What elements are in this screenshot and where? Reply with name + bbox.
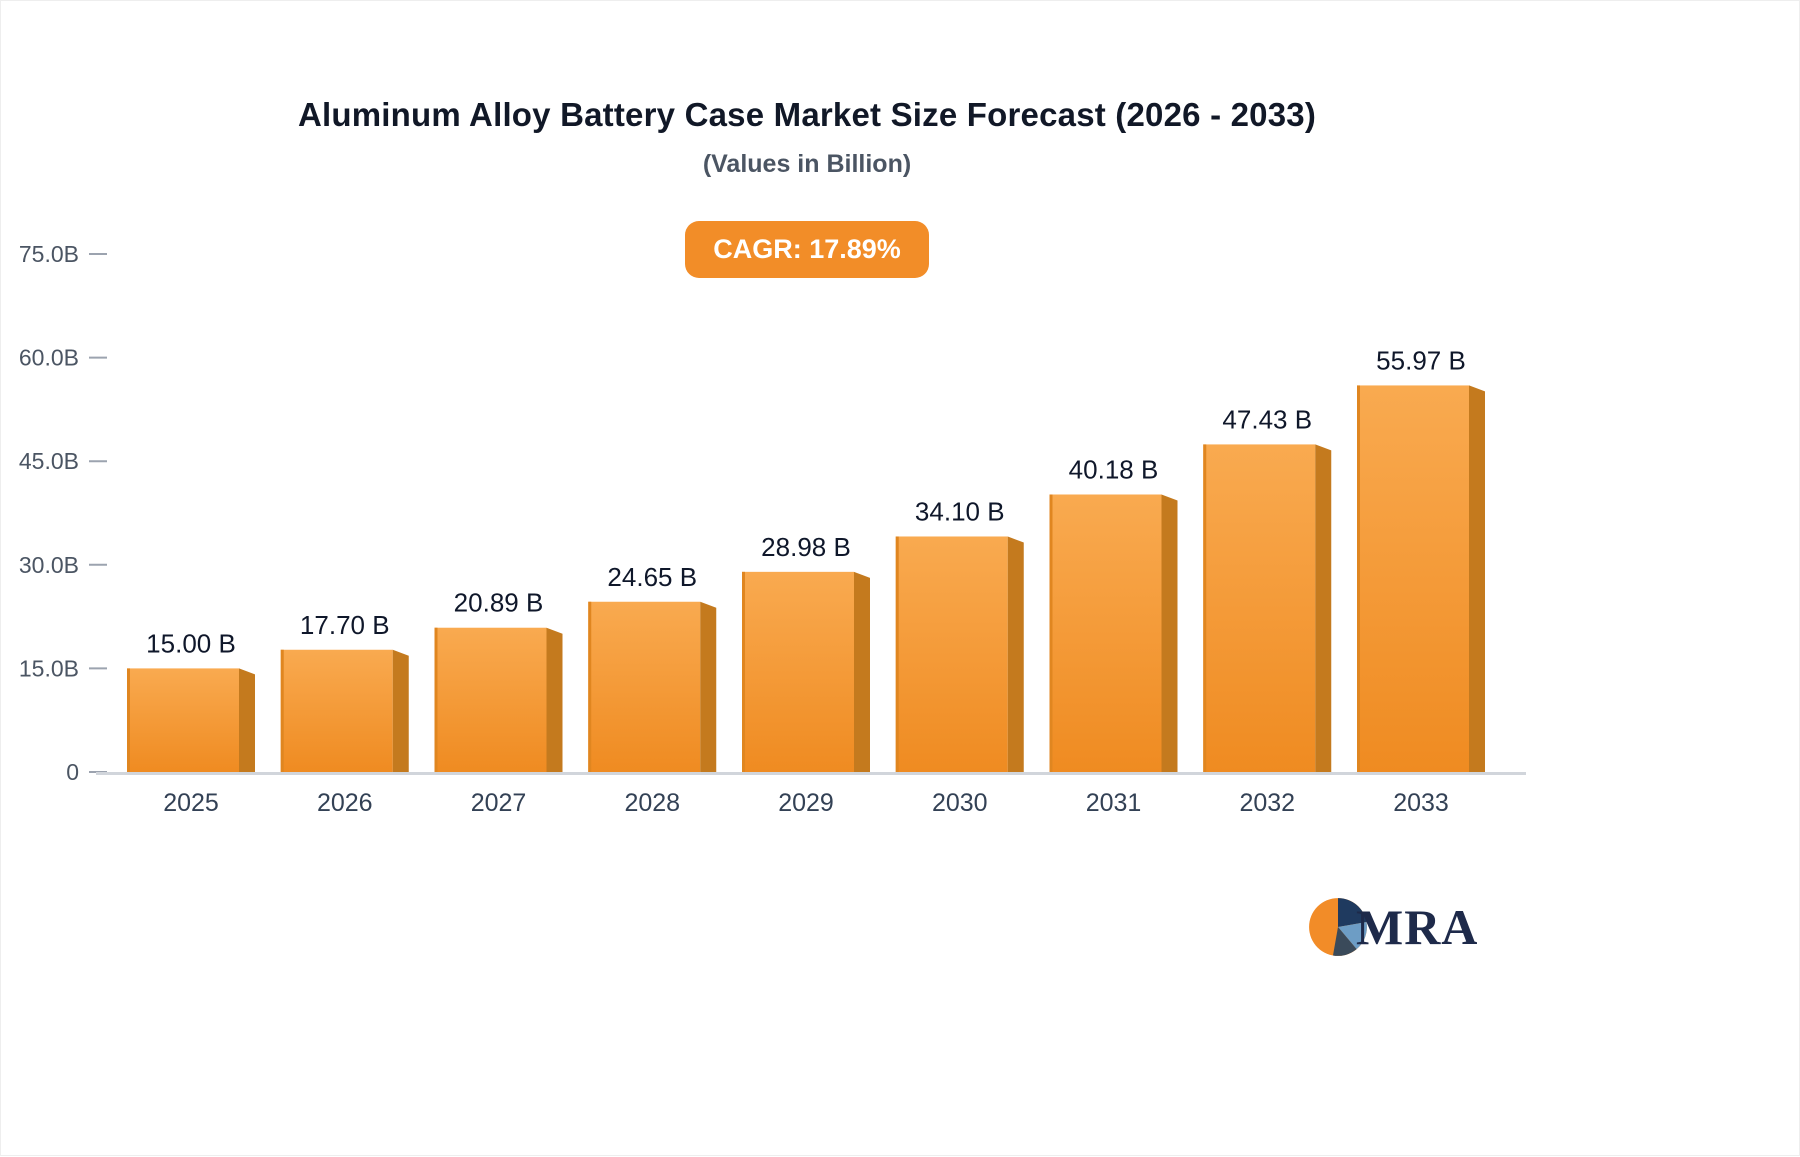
x-axis-category-label: 2033 <box>1393 789 1449 817</box>
y-axis-tick-label: 45.0B <box>19 448 79 474</box>
bar-side-face <box>1315 444 1332 772</box>
y-axis-tick-label: 0 <box>66 759 79 785</box>
mra-logo-text: MRA <box>1356 899 1479 955</box>
bar-side-face <box>392 649 409 772</box>
bar <box>1203 444 1316 772</box>
bar-left-edge <box>588 601 592 772</box>
bar-value-label: 47.43 B <box>1222 404 1312 434</box>
bar-value-label: 15.00 B <box>146 628 236 658</box>
x-axis-category-label: 2028 <box>624 789 680 817</box>
y-axis-tick-label: 75.0B <box>19 241 79 267</box>
chart-title: Aluminum Alloy Battery Case Market Size … <box>297 96 1317 133</box>
mra-logo: MRA <box>1307 894 1478 960</box>
bar-side-face <box>700 601 717 772</box>
y-axis-tick-label: 15.0B <box>19 655 79 681</box>
mra-logo-pie-icon <box>1309 898 1367 956</box>
chart-subtitle: (Values in Billion) <box>702 150 912 178</box>
bar-left-edge <box>742 571 745 772</box>
bar-side-face <box>239 668 255 772</box>
x-axis-category-label: 2027 <box>471 789 527 817</box>
bar-side-face <box>854 571 870 772</box>
bar <box>895 536 1008 772</box>
bar-left-edge <box>895 536 899 772</box>
chart-header: Aluminum Alloy Battery Case Market Size … <box>1 1 1613 278</box>
bar-side-face <box>1161 494 1178 772</box>
x-axis-category-label: 2032 <box>1239 789 1295 817</box>
bar-value-label: 34.10 B <box>915 496 1005 526</box>
x-axis-category-label: 2025 <box>163 789 219 817</box>
x-axis-line <box>96 772 1526 775</box>
y-axis-tick-label: 30.0B <box>19 552 79 578</box>
bar-side-face <box>1469 385 1485 772</box>
bar-left-edge <box>1049 494 1053 772</box>
x-axis-category-label: 2031 <box>1086 789 1142 817</box>
bar <box>1357 385 1469 772</box>
bar-left-edge <box>434 627 438 772</box>
bar-value-label: 55.97 B <box>1376 345 1466 375</box>
cagr-badge: CAGR: 17.89% <box>685 221 929 278</box>
x-axis-category-label: 2026 <box>317 789 373 817</box>
bar-side-face <box>1007 536 1024 772</box>
bar <box>1049 494 1162 772</box>
bar-left-edge <box>280 649 284 772</box>
bar-left-edge <box>127 668 130 772</box>
bar-side-face <box>546 627 563 772</box>
bar-left-edge <box>1203 444 1207 772</box>
bar <box>280 649 393 772</box>
x-axis-category-label: 2029 <box>778 789 834 817</box>
bar-value-label: 40.18 B <box>1069 454 1159 484</box>
bar-left-edge <box>1357 385 1360 772</box>
bar-value-label: 28.98 B <box>761 532 851 562</box>
x-axis-category-label: 2030 <box>932 789 988 817</box>
bar-value-label: 20.89 B <box>454 588 544 618</box>
bar <box>588 601 701 772</box>
bar-value-label: 17.70 B <box>300 610 390 640</box>
bar <box>127 668 239 772</box>
bar <box>434 627 547 772</box>
bar <box>742 571 854 772</box>
bar-value-label: 24.65 B <box>607 562 697 592</box>
y-axis-tick-label: 60.0B <box>19 345 79 371</box>
